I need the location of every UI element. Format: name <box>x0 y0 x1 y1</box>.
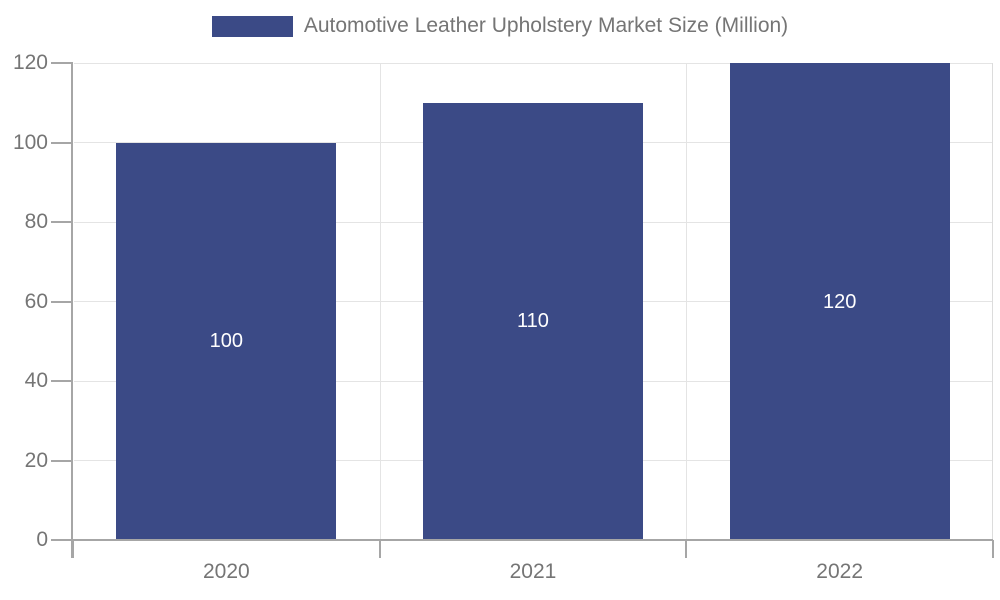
x-axis-tick <box>72 540 74 558</box>
y-axis-tick-label: 120 <box>12 51 48 74</box>
y-axis-tick-label: 20 <box>24 448 48 472</box>
x-axis-tick <box>992 540 994 558</box>
plot-right-border <box>992 63 993 540</box>
y-axis-tick <box>51 141 73 144</box>
x-axis-category-label: 2022 <box>816 560 864 583</box>
y-axis-tick <box>51 62 73 64</box>
bar-value-label: 110 <box>517 310 549 333</box>
y-axis-tick-label: 40 <box>24 369 48 392</box>
legend-label: Automotive Leather Upholstery Market Siz… <box>303 14 789 37</box>
y-axis-tick <box>51 459 73 462</box>
horizontal-gridline <box>74 62 993 64</box>
bar-value-label: 100 <box>209 330 244 353</box>
bar <box>116 142 337 540</box>
bar-value-label: 120 <box>822 290 857 313</box>
y-axis-tick-label: 0 <box>36 528 48 551</box>
y-axis-tick <box>51 221 73 223</box>
x-axis-line <box>51 539 993 541</box>
y-axis-tick-label: 60 <box>24 289 48 313</box>
y-axis-tick <box>51 300 73 303</box>
x-axis-tick <box>378 540 381 558</box>
y-axis-line <box>71 63 73 558</box>
chart-legend: Automotive Leather Upholstery Market Siz… <box>0 14 1000 38</box>
bar <box>729 63 950 540</box>
legend-swatch <box>211 15 293 37</box>
y-axis-tick <box>51 380 73 382</box>
y-axis-tick-label: 80 <box>24 210 48 233</box>
x-axis-category-label: 2020 <box>202 560 250 583</box>
bar <box>423 102 643 540</box>
x-axis-tick <box>685 540 688 558</box>
y-axis-tick-label: 100 <box>12 130 48 154</box>
x-axis-category-label: 2021 <box>509 560 557 583</box>
